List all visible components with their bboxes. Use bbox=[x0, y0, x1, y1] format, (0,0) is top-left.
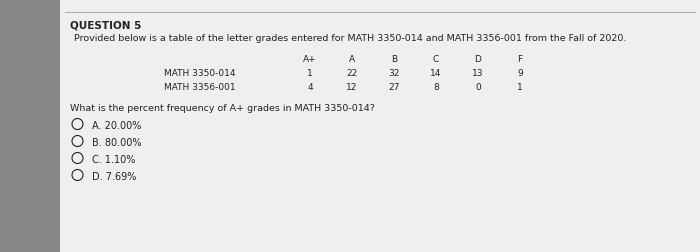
Text: MATH 3356-001: MATH 3356-001 bbox=[164, 83, 236, 92]
Text: A: A bbox=[349, 55, 355, 64]
Text: 14: 14 bbox=[430, 69, 442, 78]
Text: Provided below is a table of the letter grades entered for MATH 3350-014 and MAT: Provided below is a table of the letter … bbox=[74, 34, 627, 43]
Text: 22: 22 bbox=[346, 69, 358, 78]
Bar bbox=[0, 0, 60, 252]
Text: C. 1.10%: C. 1.10% bbox=[92, 155, 135, 165]
Text: QUESTION 5: QUESTION 5 bbox=[69, 20, 141, 30]
Text: C: C bbox=[433, 55, 439, 64]
Text: 27: 27 bbox=[389, 83, 400, 92]
Text: D. 7.69%: D. 7.69% bbox=[92, 172, 136, 182]
Text: B: B bbox=[391, 55, 397, 64]
Text: A+: A+ bbox=[303, 55, 317, 64]
Text: B. 80.00%: B. 80.00% bbox=[92, 138, 141, 148]
Text: 8: 8 bbox=[433, 83, 439, 92]
Text: D: D bbox=[475, 55, 482, 64]
Text: 12: 12 bbox=[346, 83, 358, 92]
Text: A. 20.00%: A. 20.00% bbox=[92, 121, 141, 131]
Text: 0: 0 bbox=[475, 83, 481, 92]
Text: 9: 9 bbox=[517, 69, 523, 78]
Text: 1: 1 bbox=[517, 83, 523, 92]
Text: MATH 3350-014: MATH 3350-014 bbox=[164, 69, 236, 78]
Text: 13: 13 bbox=[473, 69, 484, 78]
Text: 32: 32 bbox=[389, 69, 400, 78]
Text: F: F bbox=[517, 55, 523, 64]
Text: 1: 1 bbox=[307, 69, 313, 78]
Text: 4: 4 bbox=[307, 83, 313, 92]
Text: What is the percent frequency of A+ grades in MATH 3350-014?: What is the percent frequency of A+ grad… bbox=[69, 104, 375, 113]
